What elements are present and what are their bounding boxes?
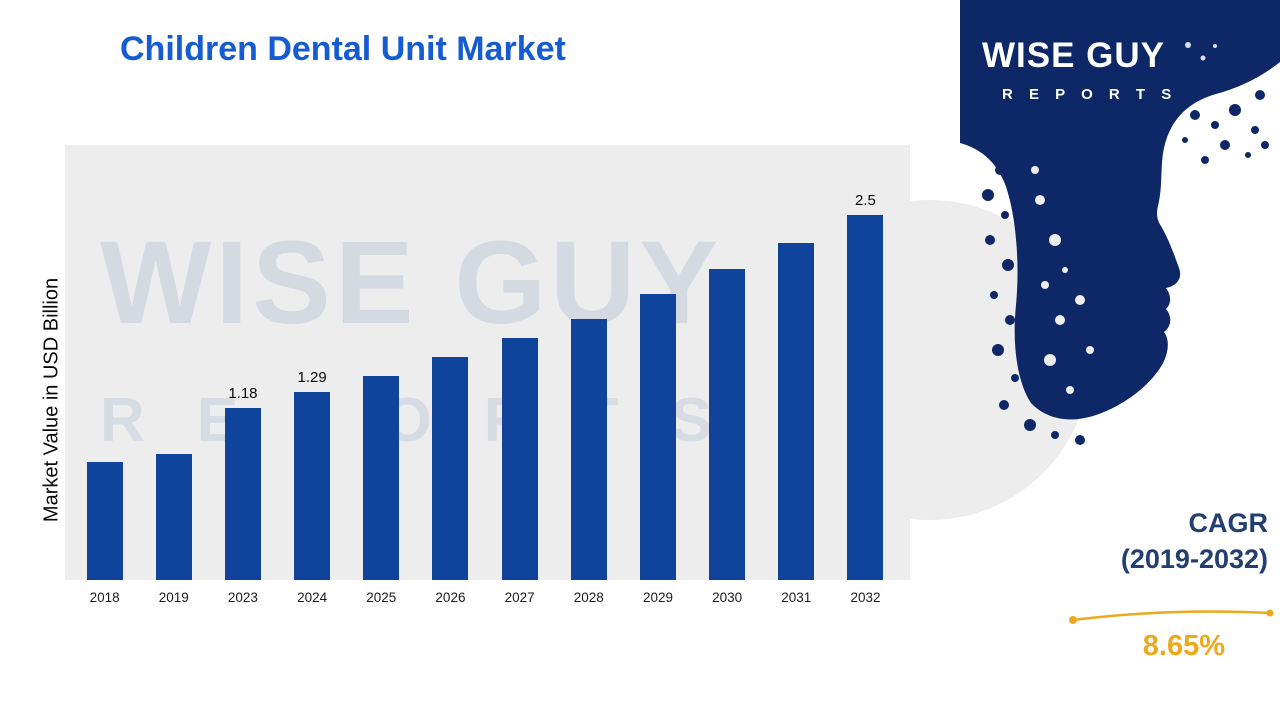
cagr-value: 8.65% — [1142, 630, 1225, 662]
bar-group: 2.5 2032 — [831, 192, 900, 605]
bar-group: 1.18 2023 — [208, 215, 277, 605]
face-profile-decoration — [960, 0, 1280, 445]
cagr-title: CAGR — [1188, 508, 1269, 538]
bar — [294, 392, 331, 580]
bar — [363, 376, 400, 580]
x-tick-label: 2025 — [366, 590, 397, 605]
y-axis-label: Market Value in USD Billion — [40, 277, 63, 523]
x-tick-label: 2029 — [642, 590, 673, 605]
logo-dots — [1185, 42, 1217, 61]
bar — [570, 319, 607, 580]
x-tick-label: 2023 — [227, 590, 258, 605]
watermark-wiseguy: WISE GUY — [100, 217, 723, 349]
bar-chart: 2018 2019 1.18 2023 1.29 2024 2025 2026 2027 2028… — [70, 192, 900, 605]
bar-group: 2028 — [554, 215, 623, 605]
silhouette-holes — [1031, 166, 1094, 394]
cagr-label: CAGR (2019-2032) — [1038, 505, 1268, 577]
logo-wise-guy: WISE GUY — [982, 36, 1166, 75]
bar — [432, 357, 469, 580]
x-tick-label: 2018 — [89, 590, 120, 605]
bar — [155, 454, 192, 580]
bar — [224, 408, 261, 580]
bar — [86, 462, 123, 580]
bar — [501, 338, 538, 580]
bar-group: 2031 — [762, 215, 831, 605]
bar-group: 2030 — [693, 215, 762, 605]
x-tick-label: 2024 — [297, 590, 328, 605]
logo-reports: R E P O R T S — [1002, 86, 1178, 103]
bar-group: 1.29 2024 — [278, 215, 347, 605]
x-tick-label: 2027 — [504, 590, 535, 605]
bar-group: 2019 — [139, 215, 208, 605]
x-tick-label: 2030 — [712, 590, 743, 605]
bar-value-label: 2.5 — [855, 192, 876, 209]
x-tick-label: 2028 — [573, 590, 604, 605]
bar-value-label: 1.29 — [297, 369, 327, 386]
x-tick-label: 2026 — [435, 590, 466, 605]
bar-group: 2026 — [416, 215, 485, 605]
dissolve-dots — [982, 90, 1269, 445]
bar — [709, 269, 746, 580]
bar-group: 2025 — [347, 215, 416, 605]
bar-group: 2018 — [70, 215, 139, 605]
x-tick-label: 2032 — [850, 590, 881, 605]
x-tick-label: 2031 — [781, 590, 812, 605]
gold-underline — [1069, 609, 1274, 624]
bar — [639, 294, 676, 580]
bar-value-label: 1.18 — [228, 385, 258, 402]
cagr-period: (2019-2032) — [1120, 544, 1268, 574]
x-tick-label: 2019 — [158, 590, 189, 605]
bar-group: 2029 — [623, 215, 692, 605]
page-title: Children Dental Unit Market — [120, 30, 566, 68]
bar — [847, 215, 884, 580]
bar — [778, 243, 815, 580]
bar-group: 2027 — [485, 215, 554, 605]
